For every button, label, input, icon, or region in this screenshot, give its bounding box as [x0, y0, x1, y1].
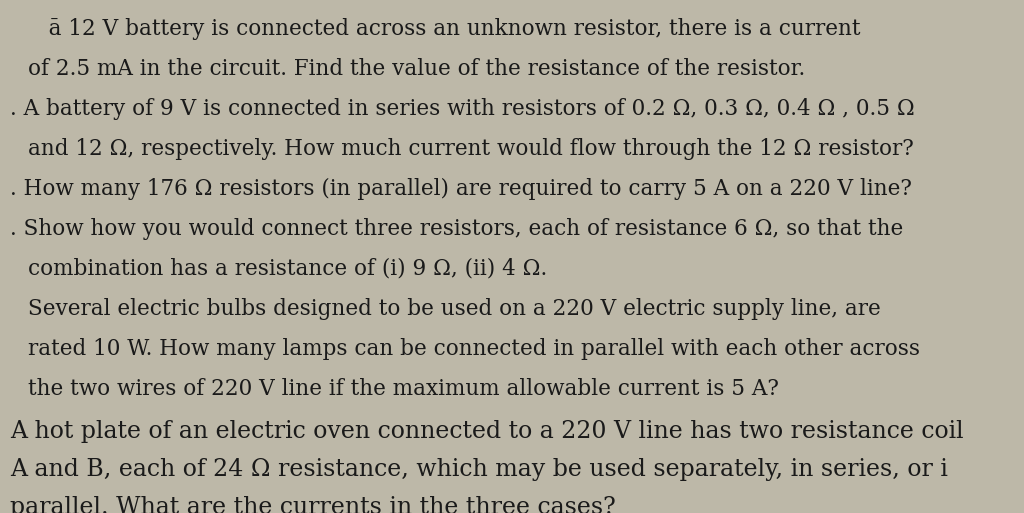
Text: . A battery of 9 V is connected in series with resistors of 0.2 Ω, 0.3 Ω, 0.4 Ω : . A battery of 9 V is connected in serie… [10, 98, 914, 120]
Text: of 2.5 mA in the circuit. Find the value of the resistance of the resistor.: of 2.5 mA in the circuit. Find the value… [28, 58, 805, 80]
Text: the two wires of 220 V line if the maximum allowable current is 5 A?: the two wires of 220 V line if the maxim… [28, 378, 779, 400]
Text: A and B, each of 24 Ω resistance, which may be used separately, in series, or i: A and B, each of 24 Ω resistance, which … [10, 458, 948, 481]
Text: parallel. What are the currents in the three cases?: parallel. What are the currents in the t… [10, 496, 615, 513]
Text: rated 10 W. How many lamps can be connected in parallel with each other across: rated 10 W. How many lamps can be connec… [28, 338, 920, 360]
Text: A hot plate of an electric oven connected to a 220 V line has two resistance coi: A hot plate of an electric oven connecte… [10, 420, 964, 443]
Text: . How many 176 Ω resistors (in parallel) are required to carry 5 A on a 220 V li: . How many 176 Ω resistors (in parallel)… [10, 178, 912, 200]
Text: Several electric bulbs designed to be used on a 220 V electric supply line, are: Several electric bulbs designed to be us… [28, 298, 881, 320]
Text: ā 12 V battery is connected across an unknown resistor, there is a current: ā 12 V battery is connected across an un… [28, 18, 860, 40]
Text: combination has a resistance of (i) 9 Ω, (ii) 4 Ω.: combination has a resistance of (i) 9 Ω,… [28, 258, 547, 280]
Text: and 12 Ω, respectively. How much current would flow through the 12 Ω resistor?: and 12 Ω, respectively. How much current… [28, 138, 913, 160]
Text: . Show how you would connect three resistors, each of resistance 6 Ω, so that th: . Show how you would connect three resis… [10, 218, 903, 240]
